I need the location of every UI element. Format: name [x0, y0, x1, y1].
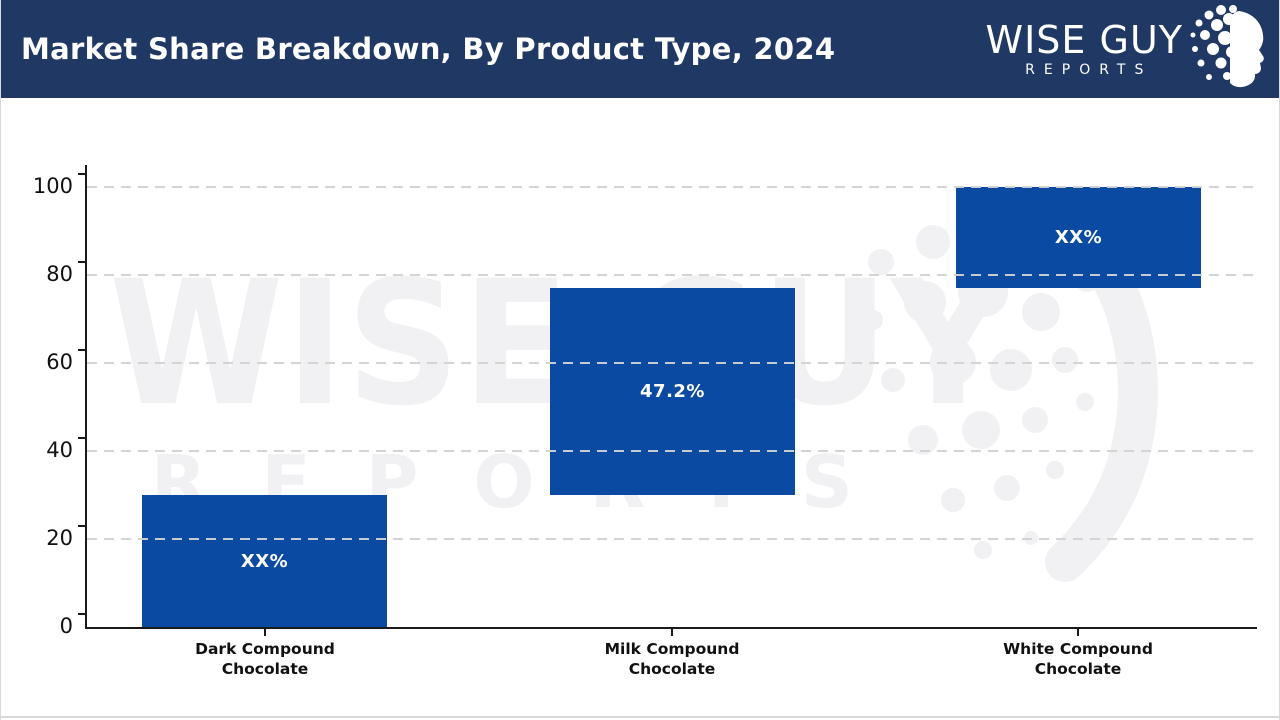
wiseguy-face-logo-icon — [1187, 4, 1267, 94]
brand-name: WISE GUY — [985, 17, 1183, 62]
y-axis-line — [85, 165, 87, 629]
x-axis-line — [85, 627, 1257, 629]
gridline-80 — [87, 274, 1255, 276]
bar-value-label: XX% — [1054, 227, 1103, 248]
bar-value-label: 47.2% — [640, 381, 705, 402]
page-header: Market Share Breakdown, By Product Type,… — [1, 0, 1279, 98]
bar-white-compound-chocolate: XX% — [956, 187, 1201, 288]
brand-subtitle: REPORTS — [1025, 61, 1153, 78]
y-tick-mark — [78, 613, 85, 615]
brand-logo-text: WISE GUY REPORTS — [986, 21, 1183, 78]
gridline-100 — [87, 186, 1255, 188]
y-tick-label-40: 40 — [46, 438, 73, 462]
y-tick-label-0: 0 — [59, 614, 73, 638]
page-title: Market Share Breakdown, By Product Type,… — [21, 32, 836, 66]
x-tick-label-dark-compound-chocolate: Dark Compound Chocolate — [195, 640, 335, 678]
y-tick-label-20: 20 — [46, 526, 73, 550]
y-tick-label-80: 80 — [46, 262, 73, 286]
x-tick-mark — [671, 629, 673, 636]
bar-value-label: XX% — [240, 550, 289, 572]
gridline-40 — [87, 450, 1255, 452]
x-tick-label-milk-compound-chocolate: Milk Compound Chocolate — [604, 640, 740, 678]
y-tick-mark — [78, 525, 85, 527]
brand-logo: WISE GUY REPORTS — [986, 4, 1267, 94]
gridline-60 — [87, 362, 1255, 364]
y-tick-mark — [78, 173, 85, 175]
y-tick-label-100: 100 — [32, 174, 73, 198]
bar-milk-compound-chocolate: 47.2% — [550, 288, 795, 495]
y-tick-mark — [78, 349, 85, 351]
y-tick-mark — [78, 261, 85, 263]
bottom-divider — [1, 716, 1279, 718]
y-tick-label-60: 60 — [46, 350, 73, 374]
gridline-20 — [87, 538, 1255, 540]
x-tick-mark — [1077, 629, 1079, 636]
bar-dark-compound-chocolate: XX% — [142, 495, 387, 627]
y-tick-mark — [78, 437, 85, 439]
x-tick-mark — [264, 629, 266, 636]
x-tick-label-white-compound-chocolate: White Compound Chocolate — [1003, 640, 1153, 678]
